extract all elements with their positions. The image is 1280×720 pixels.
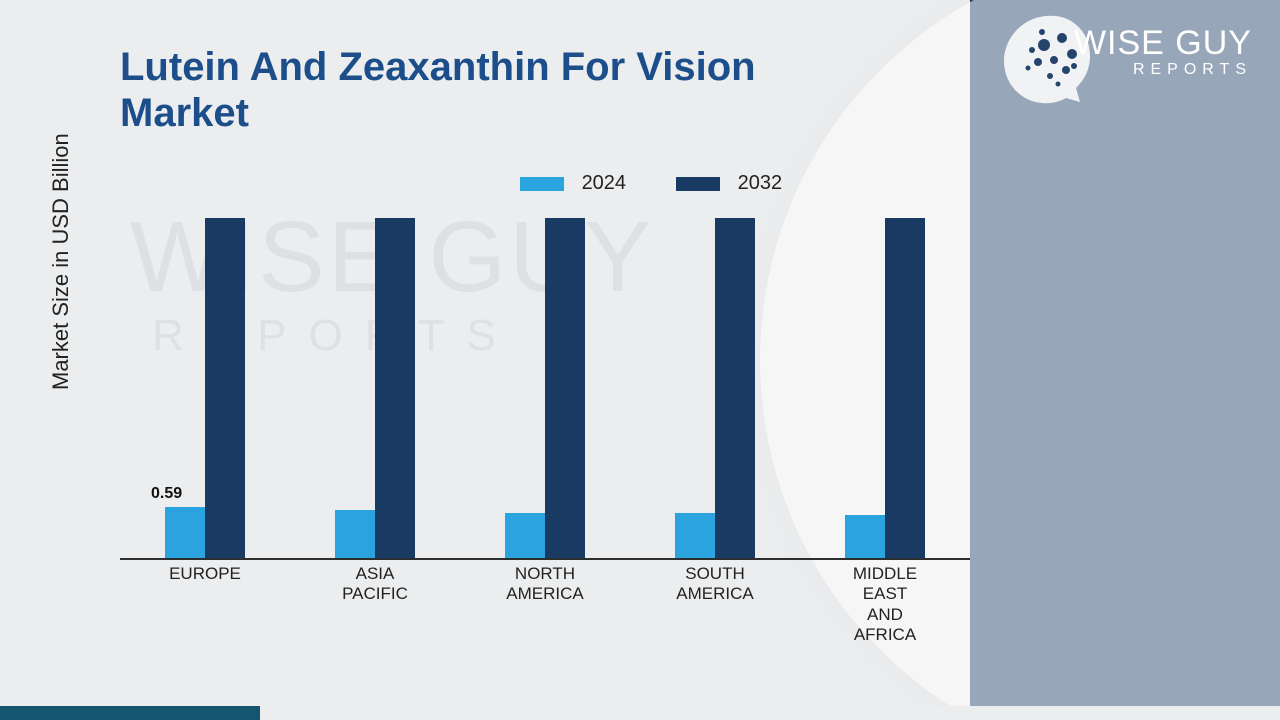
legend-swatch-2024 [520, 177, 564, 191]
bar-group: 0.59 [130, 218, 280, 560]
legend-label-2032: 2032 [738, 172, 783, 194]
bar-group [300, 218, 450, 560]
x-axis-line [120, 558, 970, 560]
x-label: MIDDLEEASTANDAFRICA [810, 564, 960, 646]
legend-item-2024: 2024 [520, 172, 626, 195]
legend-swatch-2032 [676, 177, 720, 191]
brand-logo: WISE GUY REPORTS [1074, 24, 1252, 79]
x-label: SOUTHAMERICA [640, 564, 790, 646]
bar-2032 [545, 218, 585, 560]
bar-2024 [675, 513, 715, 560]
bar-group [640, 218, 790, 560]
bar-2032 [885, 218, 925, 560]
bar-groups: 0.59 [120, 200, 970, 560]
legend-label-2024: 2024 [582, 172, 627, 194]
chart-canvas: WISE GUY REPORTS Lutein And Zeaxanthin F… [0, 0, 1280, 720]
legend: 2024 2032 [520, 172, 782, 195]
brand-line2: REPORTS [1074, 61, 1252, 79]
legend-item-2032: 2032 [676, 172, 782, 195]
bar-2024 [165, 507, 205, 560]
bar-2032 [205, 218, 245, 560]
data-label: 0.59 [151, 485, 182, 503]
x-label: ASIAPACIFIC [300, 564, 450, 646]
x-label: EUROPE [130, 564, 280, 646]
bar-2024 [505, 513, 545, 560]
floor-accent [0, 706, 260, 720]
chart-title: Lutein And Zeaxanthin For Vision Market [120, 44, 800, 136]
bar-2032 [375, 218, 415, 560]
y-axis-label: Market Size in USD Billion [48, 133, 74, 390]
brand-line1: WISE GUY [1074, 24, 1252, 63]
bar-2032 [715, 218, 755, 560]
x-axis-labels: EUROPEASIAPACIFICNORTHAMERICASOUTHAMERIC… [120, 564, 970, 646]
bar-2024 [845, 515, 885, 560]
plot-area: 0.59 [120, 200, 970, 560]
bar-group [810, 218, 960, 560]
bar-group [470, 218, 620, 560]
bar-2024 [335, 510, 375, 560]
x-label: NORTHAMERICA [470, 564, 620, 646]
